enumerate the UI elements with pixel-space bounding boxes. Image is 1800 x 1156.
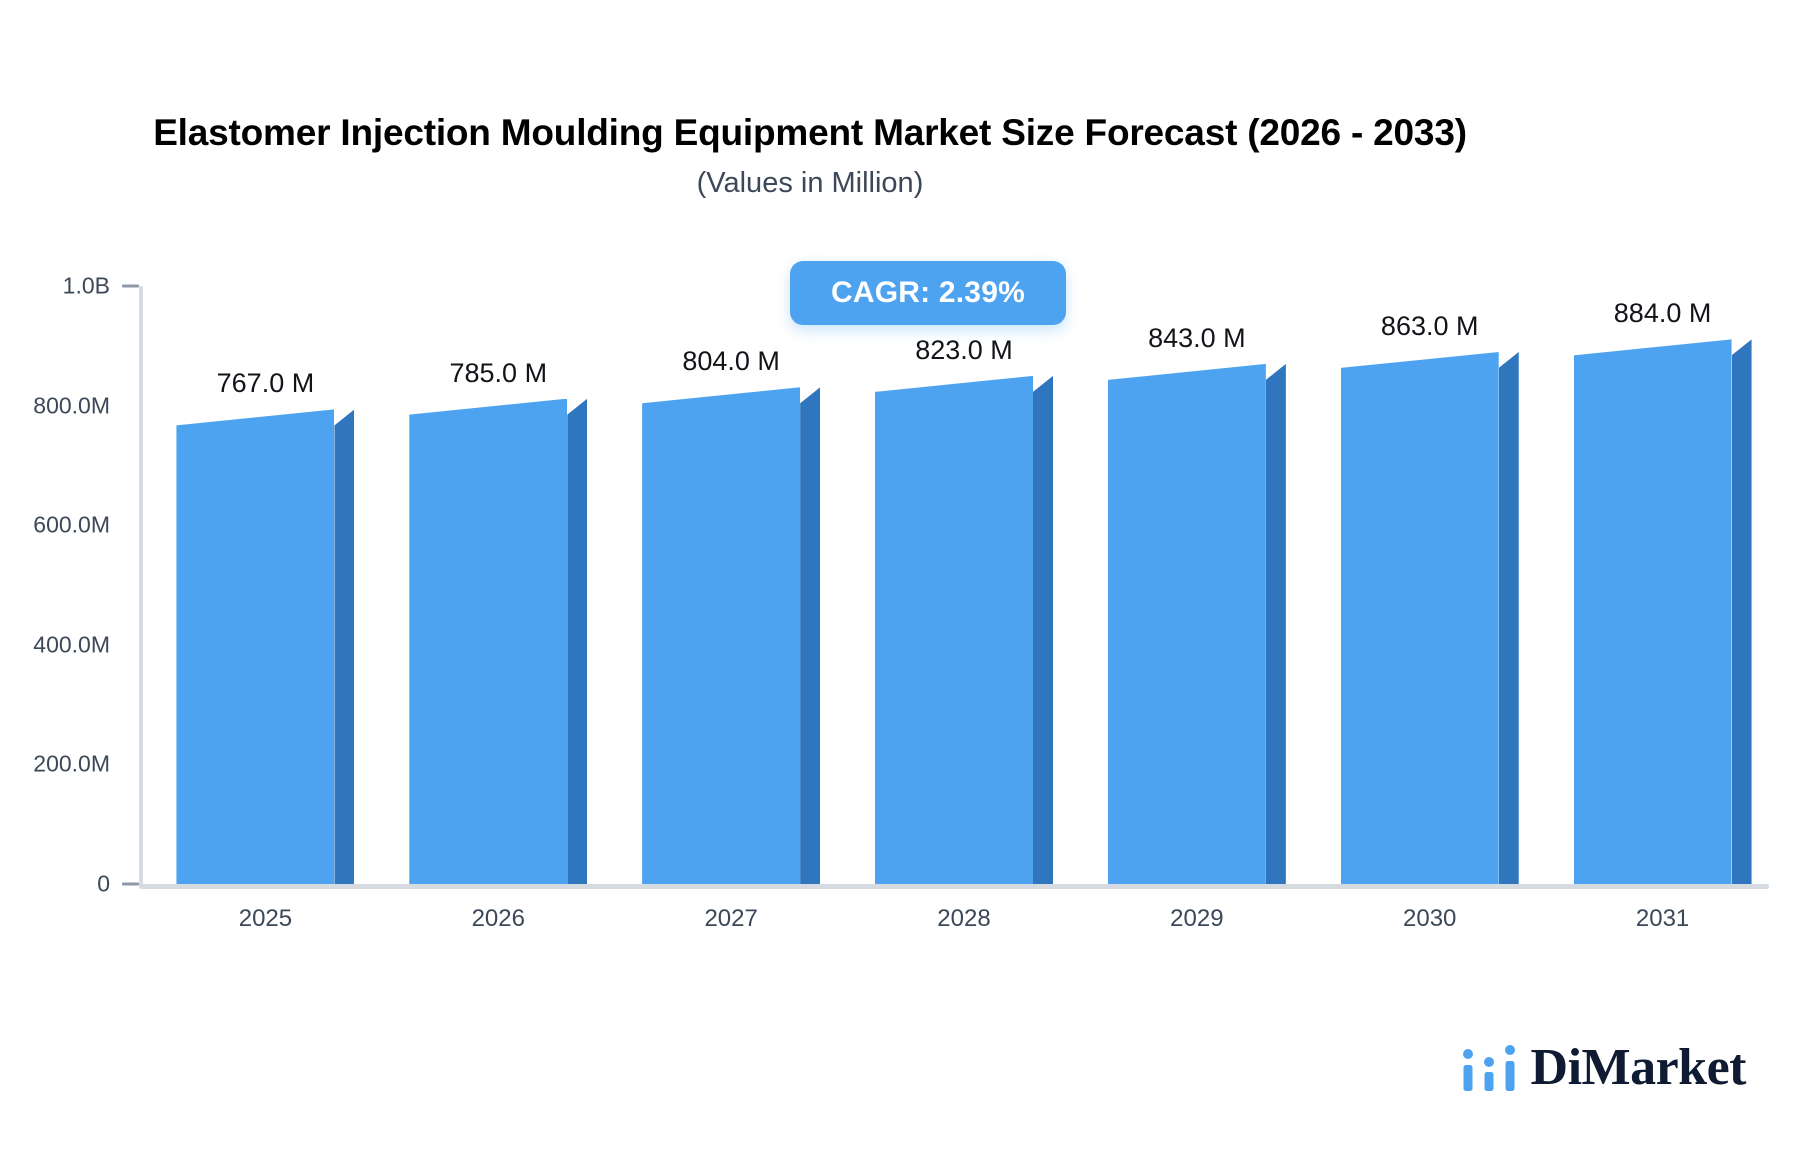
bar-column[interactable]: 863.0 M [1340, 292, 1519, 884]
x-axis-label: 2027 [704, 905, 758, 932]
y-axis-tick: 0 [0, 871, 139, 898]
x-axis-label: 2031 [1635, 905, 1690, 932]
bar-column[interactable]: 785.0 M [409, 339, 588, 884]
bar-column[interactable]: 804.0 M [642, 327, 821, 884]
bar-front-face [1107, 363, 1266, 884]
bar-value-label: 804.0 M [682, 346, 780, 377]
bar-column[interactable]: 884.0 M [1573, 279, 1752, 884]
y-axis-tick: 1.0B [0, 273, 139, 300]
y-axis-tick: 200.0M [0, 751, 139, 778]
cagr-badge-label: CAGR: 2.39% [831, 276, 1025, 309]
bar-value-label: 767.0 M [216, 368, 315, 399]
x-axis-line [139, 884, 1769, 889]
y-axis-tick: 400.0M [0, 631, 139, 658]
y-axis-tick: 800.0M [0, 392, 139, 419]
bar-chart-icon [1462, 1045, 1515, 1091]
bar-side-face [1033, 375, 1053, 884]
bar-value-label: 884.0 M [1613, 298, 1712, 329]
y-axis-tick-spacer [122, 524, 139, 527]
bar-value-label: 823.0 M [915, 334, 1013, 365]
bar-column[interactable]: 767.0 M [176, 349, 355, 884]
bar-side-face [334, 409, 355, 884]
y-axis-tick-spacer [122, 404, 139, 407]
bar-column[interactable]: 823.0 M [875, 316, 1053, 884]
y-axis-tick-label: 1.0B [62, 272, 110, 299]
bar-value-label: 863.0 M [1380, 310, 1479, 341]
bar-value-label: 785.0 M [449, 357, 548, 388]
bar-side-face [800, 387, 821, 884]
bar-side-face [1731, 339, 1752, 884]
bars-layer: 767.0 M 785.0 M 804.0 M 823.0 M 843.0 M 863.0… [139, 286, 1769, 888]
bar-side-face [1265, 363, 1286, 884]
bar-side-face [1498, 351, 1519, 884]
bar-side-face [567, 398, 588, 884]
chart-subtitle: (Values in Million) [696, 167, 924, 199]
y-axis-tick-dash [122, 882, 139, 886]
bar-front-face [1340, 351, 1499, 884]
y-axis-tick-label: 200.0M [33, 750, 110, 777]
logo-text: DiMarket [1530, 1039, 1747, 1096]
y-axis-tick-label: 600.0M [33, 511, 110, 538]
bar-front-face [642, 387, 801, 884]
y-axis-tick-label: 0 [97, 870, 110, 897]
x-axis-label: 2025 [238, 905, 293, 932]
bar-column[interactable]: 843.0 M [1107, 304, 1286, 884]
plot-area: 767.0 M 785.0 M 804.0 M 823.0 M 843.0 M 863.0… [33, 273, 1769, 897]
bar-front-face [1573, 339, 1732, 884]
x-axis-label: 2028 [937, 905, 991, 932]
x-axis-label: 2030 [1403, 905, 1457, 932]
bar-front-face [875, 375, 1033, 884]
y-axis-tick-spacer [122, 643, 139, 646]
y-axis-tick-spacer [122, 763, 139, 766]
bar-front-face [409, 398, 568, 884]
dimarket-logo: DiMarket [1461, 1039, 1747, 1096]
bar-value-label: 843.0 M [1148, 322, 1246, 353]
x-axis-labels: 2025 2026 2027 2028 2029 2030 2031 [139, 905, 1769, 945]
x-axis-label: 2029 [1170, 905, 1224, 932]
y-axis-tick-label: 800.0M [33, 392, 110, 419]
cagr-badge: CAGR: 2.39% [790, 261, 1066, 325]
y-axis-tick: 600.0M [0, 512, 139, 539]
x-axis-label: 2026 [471, 905, 525, 932]
bar-front-face [176, 409, 335, 884]
page-title: Elastomer Injection Moulding Equipment M… [153, 112, 1467, 153]
y-axis-tick-label: 400.0M [33, 631, 110, 658]
y-axis-line [139, 286, 143, 888]
y-axis-tick-dash [122, 284, 139, 288]
